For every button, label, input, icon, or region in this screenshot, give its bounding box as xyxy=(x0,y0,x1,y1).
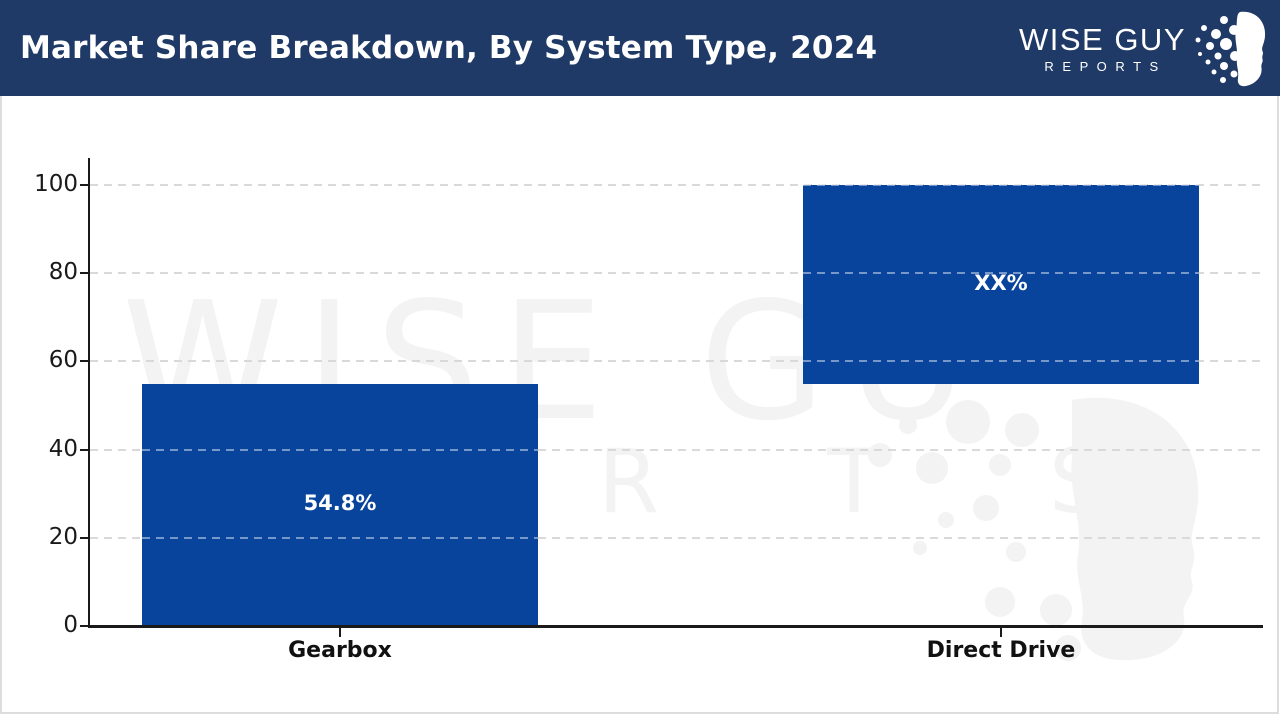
gridline xyxy=(90,536,1262,539)
gridline xyxy=(90,272,1262,275)
wiseguy-logo-text: WISE GUY R E P O R T S xyxy=(1018,21,1186,75)
page-title: Market Share Breakdown, By System Type, … xyxy=(20,30,878,66)
x-axis-line xyxy=(88,625,1263,628)
x-category-label: Gearbox xyxy=(288,638,392,663)
y-tick-label: 20 xyxy=(48,523,78,550)
x-tick-mark xyxy=(339,628,341,637)
gridline-over-bar xyxy=(803,184,1199,186)
y-tick-label: 40 xyxy=(48,435,78,462)
y-tick-mark xyxy=(80,625,89,627)
y-tick-label: 100 xyxy=(34,171,78,197)
x-tick-mark xyxy=(1000,628,1002,637)
logo-subtitle: R E P O R T S xyxy=(1044,59,1161,75)
y-tick-mark xyxy=(80,448,89,451)
gridline xyxy=(90,448,1262,451)
y-tick-label: 60 xyxy=(48,347,78,374)
y-tick-mark xyxy=(80,272,89,275)
header-bar: Market Share Breakdown, By System Type, … xyxy=(0,0,1280,96)
watermark-face-icon xyxy=(868,397,1199,661)
y-tick-mark xyxy=(80,360,89,363)
watermark-text-2: R T S xyxy=(598,430,1175,533)
gridline xyxy=(90,184,1262,186)
gridline-over-bar xyxy=(142,536,538,539)
logo-wordmark: WISE GUY xyxy=(1018,21,1186,57)
bar-value-label: XX% xyxy=(974,270,1028,295)
y-tick-mark xyxy=(80,536,89,539)
y-axis-line xyxy=(88,158,90,627)
x-category-label: Direct Drive xyxy=(926,638,1076,663)
y-tick-label: 0 xyxy=(63,612,78,638)
gridline xyxy=(90,360,1262,363)
wiseguy-logo: WISE GUY R E P O R T S xyxy=(1019,6,1266,92)
bar-direct-drive: XX% xyxy=(803,184,1199,385)
gridline-over-bar xyxy=(803,272,1199,275)
gridline-over-bar xyxy=(142,448,538,451)
gridline-over-bar xyxy=(803,360,1199,363)
y-tick-mark xyxy=(80,184,89,186)
bar-gearbox: 54.8% xyxy=(142,384,538,626)
bar-value-label: 54.8% xyxy=(303,491,377,516)
y-tick-label: 80 xyxy=(48,259,78,286)
wiseguy-face-icon xyxy=(1195,11,1266,87)
